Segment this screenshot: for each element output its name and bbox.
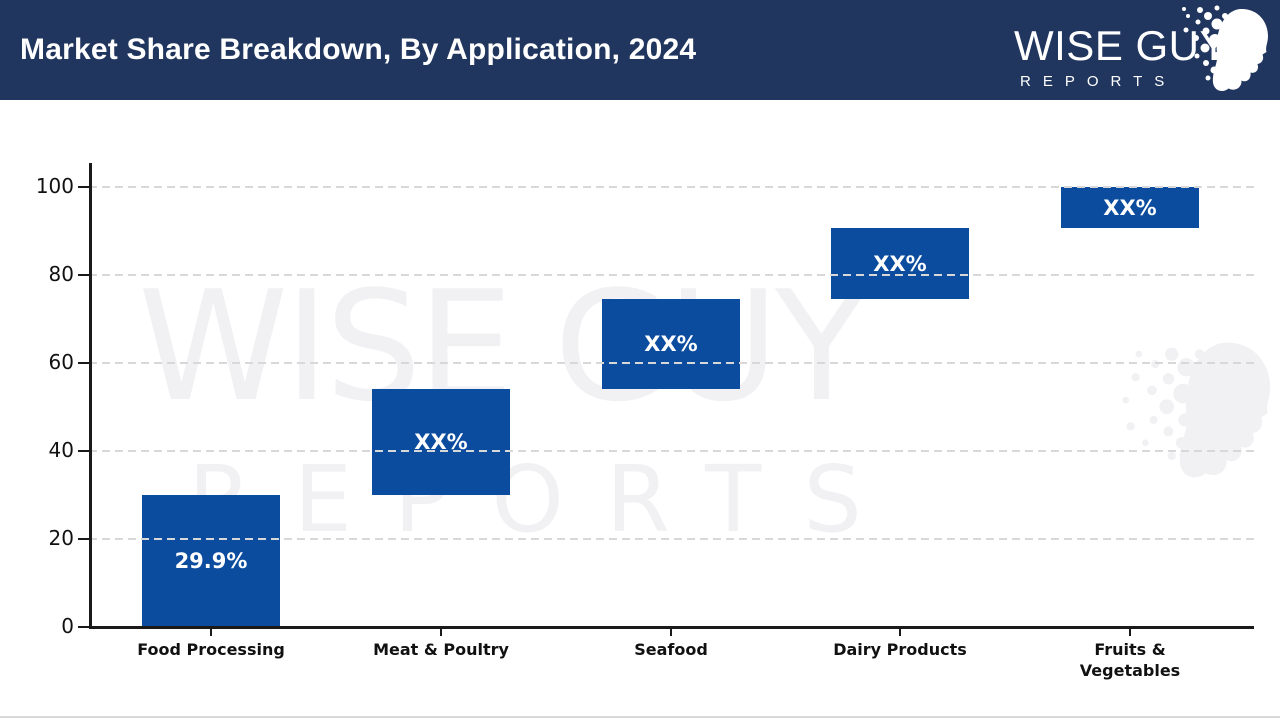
y-tick-label-40: 40 xyxy=(48,438,74,462)
gridline-y-20 xyxy=(89,538,1254,540)
y-tick-label-20: 20 xyxy=(48,526,74,550)
x-tick-label-meat-poultry: Meat & Poultry xyxy=(373,640,509,659)
bar-value-label-seafood: XX% xyxy=(644,331,698,356)
gridline-y-60 xyxy=(89,362,1254,364)
bar-value-label-food-processing: 29.9% xyxy=(174,549,248,574)
x-tick-label-seafood: Seafood xyxy=(634,640,708,659)
y-tick-0 xyxy=(78,626,89,628)
chart-title: Market Share Breakdown, By Application, … xyxy=(20,33,697,66)
bar-seafood xyxy=(602,299,740,389)
x-tick-meat-poultry xyxy=(440,627,442,636)
x-tick-dairy-products xyxy=(899,627,901,636)
x-tick-label-dairy-products: Dairy Products xyxy=(833,640,967,659)
logo-face-icon xyxy=(1182,5,1268,92)
y-axis-line xyxy=(89,163,92,629)
bottom-divider xyxy=(0,716,1280,718)
x-tick-seafood xyxy=(670,627,672,636)
bar-value-label-dairy-products: XX% xyxy=(873,251,927,276)
y-tick-60 xyxy=(78,362,89,364)
bar-value-label-meat-poultry: XX% xyxy=(414,429,468,454)
y-tick-40 xyxy=(78,450,89,452)
bar-dairy-products xyxy=(831,228,969,300)
wise-guy-logo: WISE GUY REPORTS xyxy=(1014,5,1268,92)
y-tick-label-0: 0 xyxy=(61,614,74,638)
header-bar: Market Share Breakdown, By Application, … xyxy=(0,0,1280,100)
x-tick-label-fruits-vegetables: Fruits & Vegetables xyxy=(1079,640,1181,680)
y-tick-label-80: 80 xyxy=(48,262,74,286)
gridline-y-100 xyxy=(89,186,1254,188)
logo-wordmark: WISE GUY xyxy=(1014,22,1228,69)
logo-sub-wordmark: REPORTS xyxy=(1020,73,1176,90)
watermark-sub-wordmark: REPORTS xyxy=(188,446,904,553)
x-tick-fruits-vegetables xyxy=(1129,627,1131,636)
x-tick-food-processing xyxy=(210,627,212,636)
gridline-y-80 xyxy=(89,274,1254,276)
y-tick-label-60: 60 xyxy=(48,350,74,374)
y-tick-80 xyxy=(78,274,89,276)
bar-fruits-vegetables xyxy=(1061,187,1199,229)
x-tick-label-food-processing: Food Processing xyxy=(137,640,285,659)
y-tick-label-100: 100 xyxy=(35,174,74,198)
gridline-y-40 xyxy=(89,450,1254,452)
bar-meat-poultry xyxy=(372,388,510,496)
bar-food-processing xyxy=(142,495,280,627)
bar-value-label-fruits-vegetables: XX% xyxy=(1103,195,1157,220)
y-tick-100 xyxy=(78,186,89,188)
y-tick-20 xyxy=(78,538,89,540)
